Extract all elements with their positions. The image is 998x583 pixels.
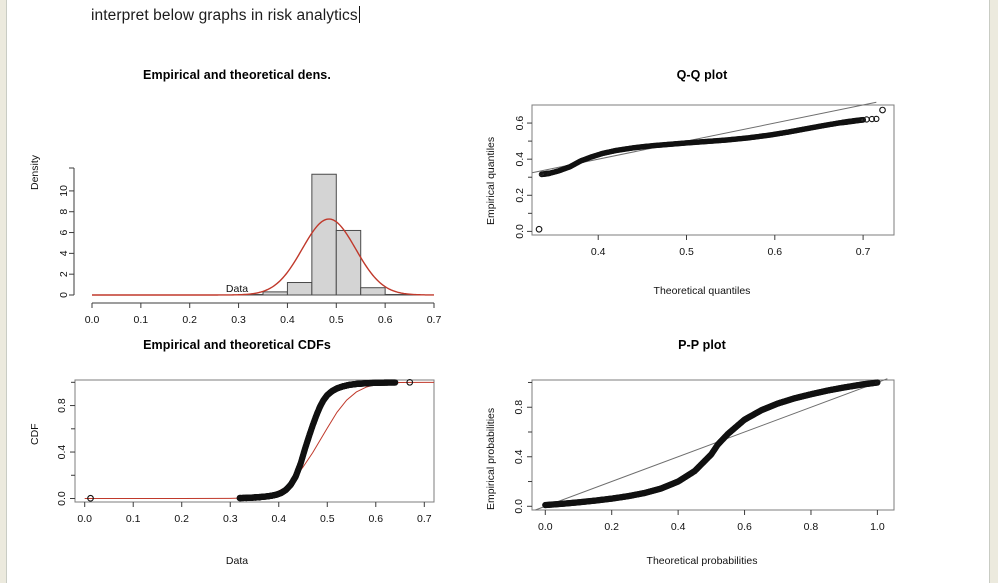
svg-text:0.0: 0.0 xyxy=(56,491,68,506)
svg-text:0.2: 0.2 xyxy=(604,521,619,533)
qq-plot-canvas: 0.0 0.2 0.4 0.6 0.4 0.5 0.6 0.7 xyxy=(514,101,895,258)
svg-text:0.7: 0.7 xyxy=(417,513,432,525)
svg-text:0.6: 0.6 xyxy=(737,521,752,533)
qq-x-axis-label: Theoretical quantiles xyxy=(653,285,751,297)
svg-text:0.5: 0.5 xyxy=(320,513,335,525)
cdf-plot-canvas: 0.0 0.4 0.8 0.0 0.1 0.2 0.3 0.4 0.5 0.6 0.7 xyxy=(56,378,435,525)
svg-text:0.4: 0.4 xyxy=(591,246,606,258)
svg-text:0.1: 0.1 xyxy=(126,513,141,525)
svg-text:0.6: 0.6 xyxy=(368,513,383,525)
panel-cdf: Empirical and theoretical CDFs CDF Data … xyxy=(7,330,467,583)
svg-text:0.8: 0.8 xyxy=(56,398,68,413)
svg-text:0.2: 0.2 xyxy=(174,513,189,525)
svg-text:0.2: 0.2 xyxy=(182,314,197,326)
svg-text:2: 2 xyxy=(58,271,70,277)
svg-text:0.4: 0.4 xyxy=(280,314,295,326)
svg-text:0.0: 0.0 xyxy=(77,513,92,525)
svg-text:0.8: 0.8 xyxy=(513,400,525,415)
svg-text:0.3: 0.3 xyxy=(223,513,238,525)
svg-text:0.2: 0.2 xyxy=(514,188,526,203)
density-plot-title: Empirical and theoretical dens. xyxy=(143,68,331,82)
svg-text:0.0: 0.0 xyxy=(513,499,525,514)
svg-text:0: 0 xyxy=(58,292,70,298)
svg-text:0.0: 0.0 xyxy=(538,521,553,533)
svg-text:0.6: 0.6 xyxy=(378,314,393,326)
density-plot-canvas: 0 2 4 6 8 10 0.0 0.1 0.2 0.3 0.4 0.5 0.6 0.7 xyxy=(58,167,441,326)
svg-text:0.4: 0.4 xyxy=(271,513,286,525)
svg-text:8: 8 xyxy=(58,209,70,215)
svg-text:0.4: 0.4 xyxy=(671,521,686,533)
svg-text:0.6: 0.6 xyxy=(514,116,526,131)
svg-text:0.7: 0.7 xyxy=(856,246,871,258)
svg-text:4: 4 xyxy=(58,250,70,256)
cdf-x-axis-label: Data xyxy=(225,555,249,567)
svg-text:10: 10 xyxy=(58,185,70,197)
prompt-text: interpret below graphs in risk analytics xyxy=(91,7,358,24)
svg-text:0.5: 0.5 xyxy=(329,314,344,326)
svg-text:6: 6 xyxy=(58,229,70,235)
svg-text:0.8: 0.8 xyxy=(804,521,819,533)
svg-text:0.5: 0.5 xyxy=(679,246,694,258)
prompt-text-line[interactable]: interpret below graphs in risk analytics xyxy=(91,6,360,25)
document-page: interpret below graphs in risk analytics… xyxy=(6,0,990,583)
svg-text:0.0: 0.0 xyxy=(514,224,526,239)
svg-text:0.4: 0.4 xyxy=(513,449,525,464)
cdf-plot-title: Empirical and theoretical CDFs xyxy=(143,338,331,352)
panel-pp: P-P plot Empirical probabilities Theoret… xyxy=(467,330,937,583)
text-cursor xyxy=(358,6,360,23)
svg-text:0.3: 0.3 xyxy=(231,314,246,326)
svg-text:0.7: 0.7 xyxy=(427,314,442,326)
panel-qq: Q-Q plot Empirical quantiles Theoretical… xyxy=(467,60,937,310)
panel-density: Empirical and theoretical dens. Density … xyxy=(7,60,467,326)
pp-x-axis-label: Theoretical probabilities xyxy=(646,555,758,567)
svg-text:0.1: 0.1 xyxy=(134,314,149,326)
pp-plot-title: P-P plot xyxy=(678,338,726,352)
svg-text:0.6: 0.6 xyxy=(768,246,783,258)
qq-plot-title: Q-Q plot xyxy=(676,68,728,82)
pp-plot-canvas: 0.0 0.4 0.8 0.0 0.2 0.4 0.6 0.8 1.0 xyxy=(513,378,895,533)
svg-text:0.4: 0.4 xyxy=(514,152,526,167)
svg-text:0.4: 0.4 xyxy=(56,445,68,460)
svg-text:1.0: 1.0 xyxy=(870,521,885,533)
svg-text:0.0: 0.0 xyxy=(85,314,100,326)
density-x-axis-label: Data xyxy=(225,283,249,295)
